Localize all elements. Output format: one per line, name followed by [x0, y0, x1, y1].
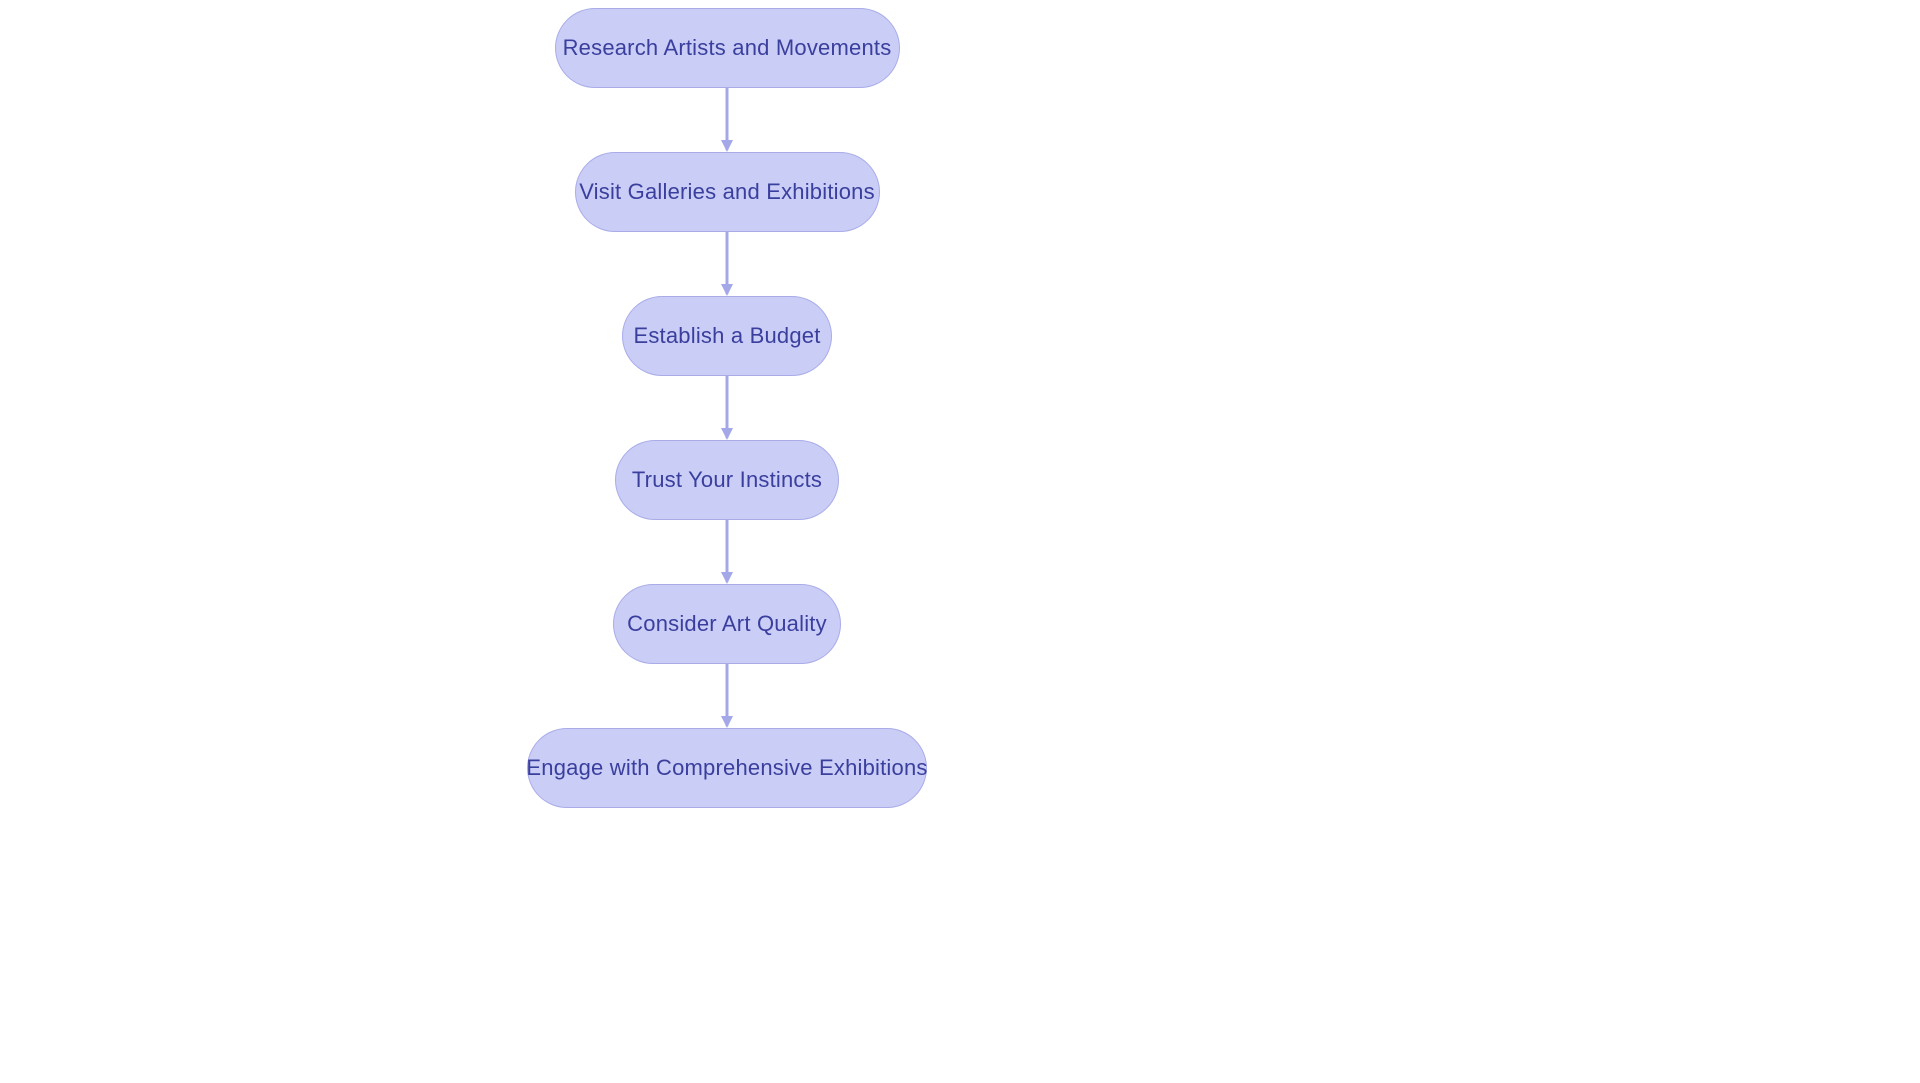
flow-node-label: Research Artists and Movements [563, 35, 892, 61]
flow-node-label: Establish a Budget [633, 323, 820, 349]
flow-node-label: Engage with Comprehensive Exhibitions [526, 755, 927, 781]
flow-node-label: Consider Art Quality [627, 611, 827, 637]
flowchart-canvas: Research Artists and Movements Visit Gall… [0, 0, 1920, 1083]
flow-node-label: Visit Galleries and Exhibitions [579, 179, 875, 205]
flow-node: Engage with Comprehensive Exhibitions [527, 728, 927, 808]
flow-node: Research Artists and Movements [555, 8, 900, 88]
edges-layer [0, 0, 1920, 1083]
flow-node: Visit Galleries and Exhibitions [575, 152, 880, 232]
flow-node: Establish a Budget [622, 296, 832, 376]
flow-node: Consider Art Quality [613, 584, 841, 664]
flow-node: Trust Your Instincts [615, 440, 839, 520]
flow-node-label: Trust Your Instincts [632, 467, 822, 493]
